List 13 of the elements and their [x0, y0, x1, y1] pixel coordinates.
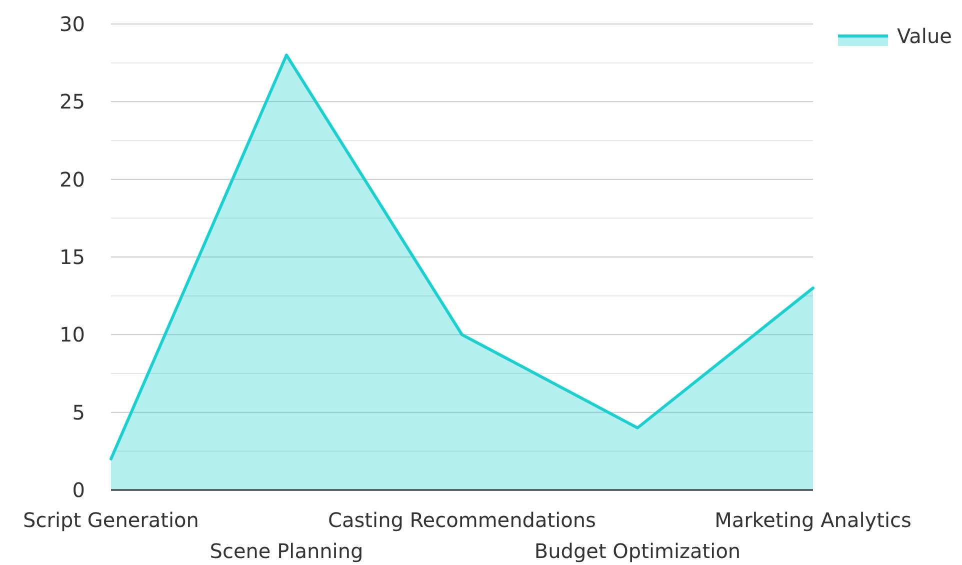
x-tick-label: Scene Planning	[210, 539, 364, 563]
x-tick-label: Script Generation	[23, 508, 199, 532]
y-tick-label: 25	[60, 90, 85, 114]
y-tick-label: 0	[72, 478, 85, 502]
y-tick-label: 20	[60, 167, 85, 192]
x-tick-label: Budget Optimization	[534, 539, 741, 563]
legend-label: Value	[897, 24, 952, 48]
y-tick-label: 15	[60, 245, 85, 269]
y-tick-label: 30	[60, 12, 85, 36]
x-tick-label: Marketing Analytics	[714, 508, 912, 532]
y-tick-label: 5	[72, 400, 85, 424]
y-tick-label: 10	[60, 322, 85, 347]
x-tick-label: Casting Recommendations	[328, 508, 596, 532]
